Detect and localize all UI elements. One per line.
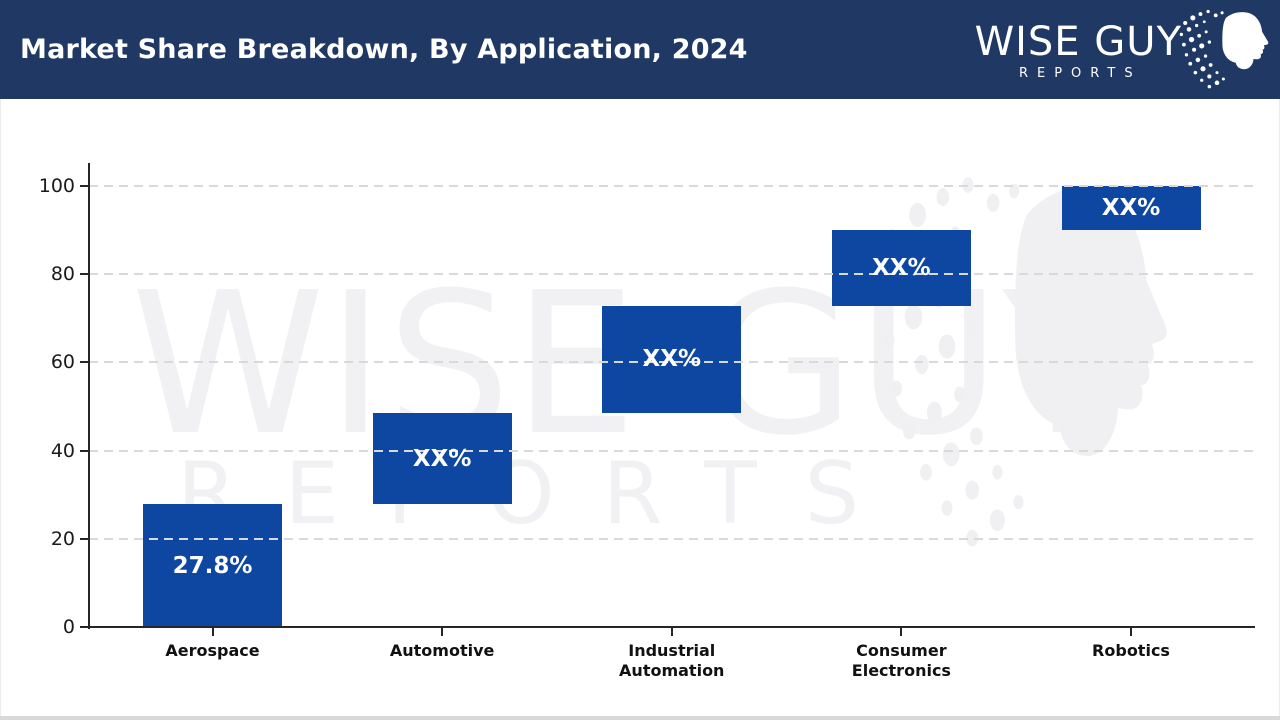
bar-aerospace — [143, 504, 282, 627]
y-tick-label-100: 100 — [38, 175, 75, 197]
chart-canvas: WISE GUY REPORTS 0 20 40 60 80 100 27.8% Aerosp… — [0, 99, 1280, 716]
logo-subtitle: REPORTS — [1018, 65, 1142, 81]
x-tick-aerospace — [211, 628, 214, 636]
x-axis — [88, 626, 1255, 628]
bar-value-label-robotics: XX% — [1101, 195, 1161, 222]
y-tick-label-20: 20 — [50, 527, 75, 550]
bar-value-label-automotive: XX% — [412, 445, 472, 472]
logo-text: WISE GUY REPORTS — [975, 22, 1182, 81]
gridline-80 — [89, 273, 1255, 276]
footer-strip — [0, 716, 1280, 720]
y-tick-40 — [80, 449, 89, 452]
page-title: Market Share Breakdown, By Application, … — [20, 34, 748, 65]
x-tick-label-robotics: Robotics — [1092, 641, 1170, 660]
gridline-40 — [89, 449, 1255, 452]
wiseguy-face-icon — [1179, 9, 1269, 89]
x-tick-label-aerospace: Aerospace — [165, 641, 260, 660]
logo-wordmark: WISE GUY — [974, 18, 1182, 65]
y-tick-label-40: 40 — [50, 439, 75, 462]
bar-value-label-consumer-electronics: XX% — [872, 254, 931, 281]
gridline-100 — [89, 185, 1255, 187]
y-tick-100 — [80, 185, 89, 187]
bar-value-label-industrial-automation: XX% — [642, 346, 701, 373]
x-tick-label-automotive: Automotive — [389, 641, 495, 660]
x-tick-industrial-automation — [670, 628, 673, 636]
y-tick-20 — [80, 537, 89, 540]
x-tick-consumer-electronics — [900, 628, 903, 636]
brand-logo: WISE GUY REPORTS — [975, 6, 1272, 96]
bar-automotive — [372, 413, 512, 505]
bar-value-label-aerospace: 27.8% — [172, 552, 253, 579]
y-tick-label-60: 60 — [50, 351, 75, 374]
x-tick-label-consumer-electronics: Consumer Electronics — [851, 641, 951, 680]
y-tick-60 — [80, 361, 89, 364]
y-tick-0 — [80, 626, 89, 628]
x-tick-label-industrial-automation: Industrial Automation — [619, 641, 725, 680]
plot-area: 0 20 40 60 80 100 27.8% Aerospace XX% Automotive X… — [1, 99, 1279, 716]
bar-industrial-automation — [602, 305, 742, 414]
header: Market Share Breakdown, By Application, … — [0, 0, 1280, 99]
y-axis — [88, 163, 90, 629]
y-tick-80 — [80, 273, 89, 276]
x-tick-automotive — [441, 628, 444, 636]
y-tick-label-80: 80 — [50, 263, 75, 286]
gridline-60 — [89, 361, 1255, 364]
y-tick-label-0: 0 — [62, 616, 75, 638]
gridline-20 — [89, 537, 1255, 540]
x-tick-robotics — [1130, 628, 1132, 636]
